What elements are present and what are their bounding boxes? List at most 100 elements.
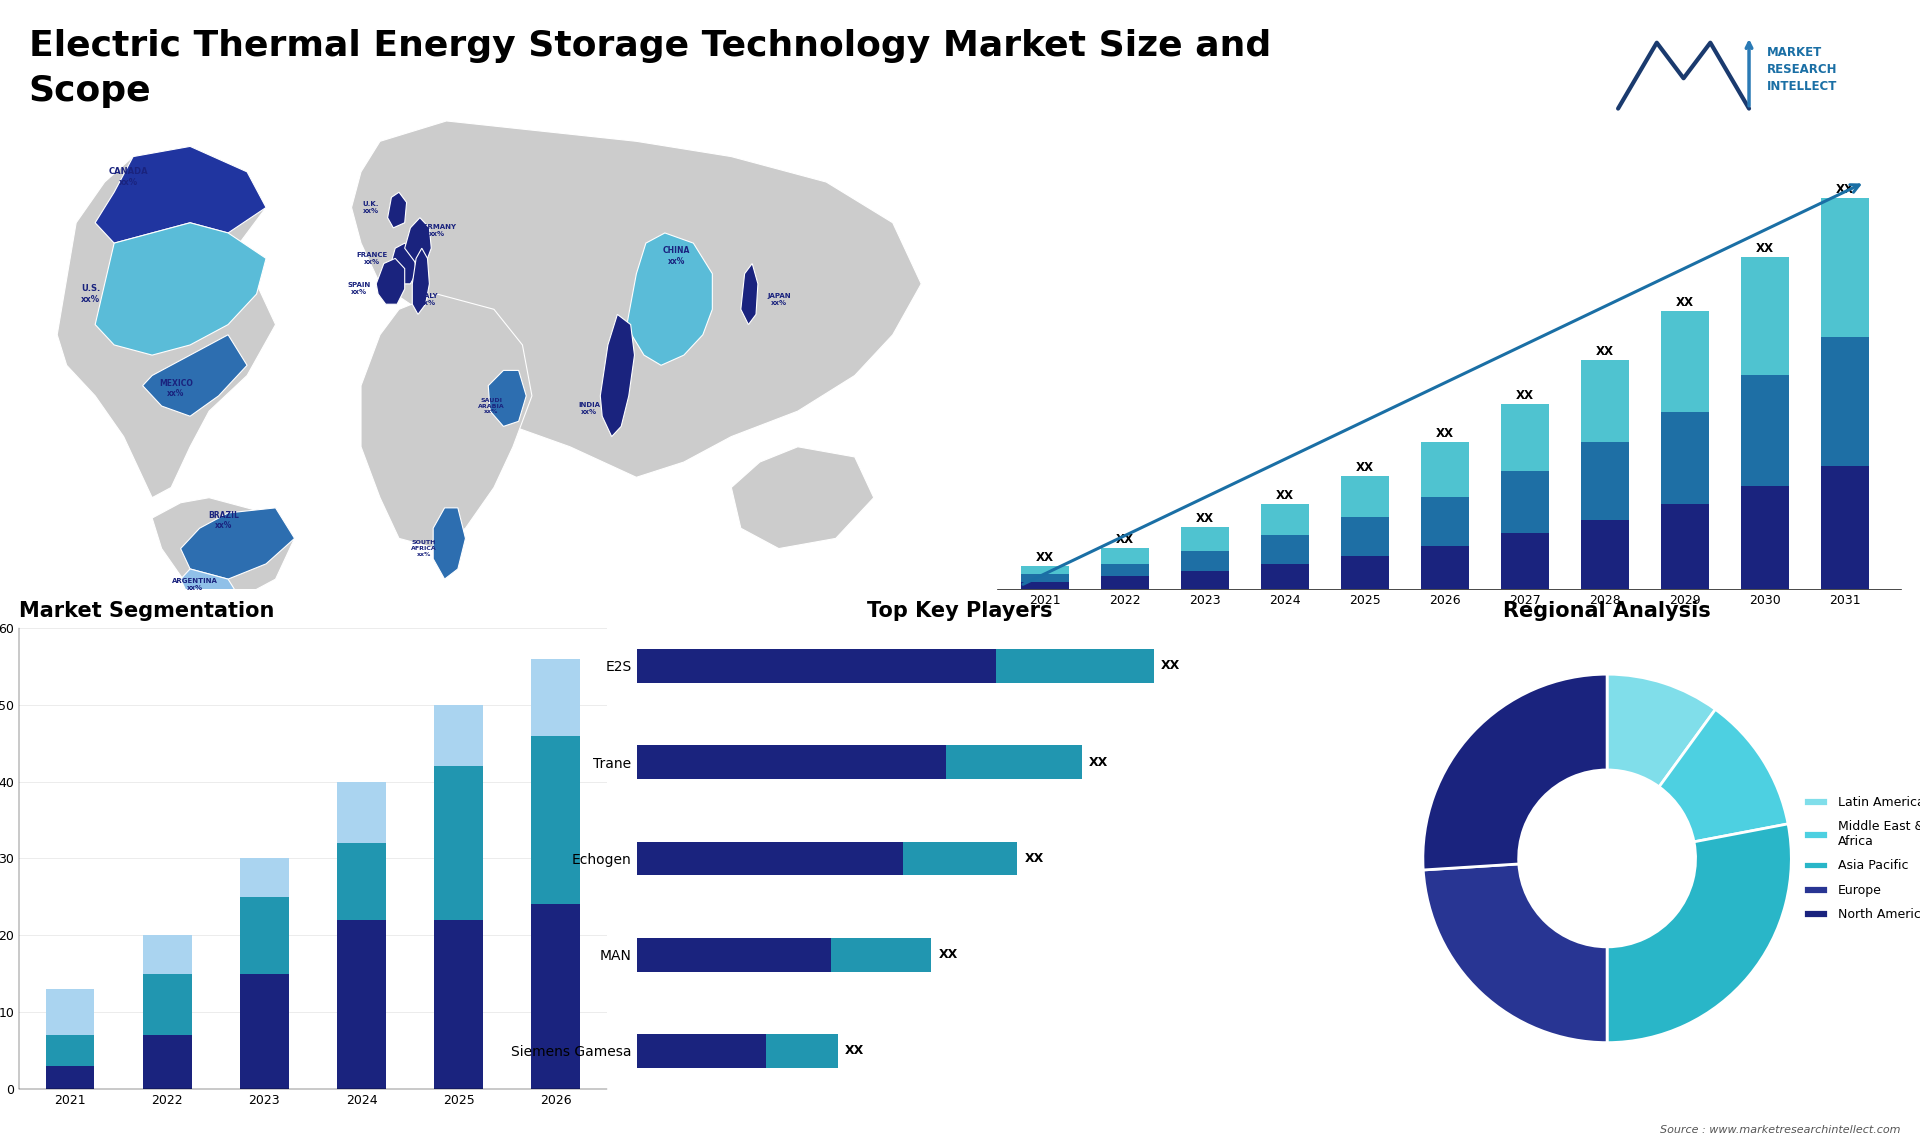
Bar — [1021, 581, 1069, 589]
Polygon shape — [180, 568, 238, 610]
Bar — [1820, 198, 1868, 337]
Text: XX: XX — [1836, 182, 1855, 196]
Polygon shape — [96, 222, 267, 355]
Bar — [532, 736, 580, 904]
Polygon shape — [628, 233, 712, 366]
Bar — [338, 920, 386, 1089]
Text: BRAZIL
xx%: BRAZIL xx% — [207, 511, 238, 531]
Bar — [637, 745, 947, 779]
Bar — [1261, 564, 1309, 589]
Bar — [1421, 545, 1469, 589]
Bar — [1741, 376, 1789, 486]
Polygon shape — [376, 258, 405, 304]
Bar — [902, 841, 1018, 876]
Bar — [1741, 257, 1789, 376]
Bar — [1340, 517, 1388, 556]
Text: MARKET
RESEARCH
INTELLECT: MARKET RESEARCH INTELLECT — [1766, 46, 1837, 93]
Wedge shape — [1423, 864, 1607, 1043]
Bar — [1421, 496, 1469, 545]
Bar — [1820, 337, 1868, 465]
Polygon shape — [434, 508, 465, 579]
Text: XX: XX — [845, 1044, 864, 1058]
Bar — [1181, 527, 1229, 551]
Bar — [434, 705, 482, 767]
Text: XX: XX — [1089, 755, 1108, 769]
Wedge shape — [1659, 709, 1788, 842]
Title: Regional Analysis: Regional Analysis — [1503, 601, 1711, 621]
Text: FRANCE
xx%: FRANCE xx% — [357, 252, 388, 265]
Bar — [637, 1034, 766, 1068]
Bar — [1181, 571, 1229, 589]
Text: XX: XX — [1162, 659, 1181, 673]
Bar — [766, 1034, 837, 1068]
Text: SPAIN
xx%: SPAIN xx% — [348, 282, 371, 296]
Wedge shape — [1607, 824, 1791, 1043]
Polygon shape — [413, 249, 430, 314]
Text: XX: XX — [1515, 388, 1534, 402]
Bar — [142, 1035, 192, 1089]
Bar — [1501, 403, 1549, 471]
Text: XX: XX — [1676, 296, 1693, 309]
Polygon shape — [96, 147, 267, 243]
Wedge shape — [1607, 674, 1715, 787]
Text: GERMANY
xx%: GERMANY xx% — [417, 223, 457, 237]
Bar — [434, 767, 482, 920]
Bar — [1661, 411, 1709, 504]
Bar — [338, 843, 386, 920]
Bar — [947, 745, 1083, 779]
Text: INDIA
xx%: INDIA xx% — [578, 402, 599, 415]
Text: ARGENTINA
xx%: ARGENTINA xx% — [173, 578, 217, 590]
Bar — [1100, 564, 1148, 576]
Bar — [637, 937, 831, 972]
Bar — [996, 649, 1154, 683]
Text: XX: XX — [1356, 461, 1373, 474]
Bar — [1501, 471, 1549, 533]
Text: CANADA
xx%: CANADA xx% — [109, 167, 148, 187]
Text: XX: XX — [939, 948, 958, 961]
Text: U.K.
xx%: U.K. xx% — [363, 201, 378, 214]
Bar — [1580, 360, 1628, 442]
Bar — [1261, 535, 1309, 564]
Text: Source : www.marketresearchintellect.com: Source : www.marketresearchintellect.com — [1661, 1124, 1901, 1135]
Bar — [240, 897, 288, 974]
Bar — [1021, 574, 1069, 581]
Bar — [240, 974, 288, 1089]
Polygon shape — [142, 335, 248, 416]
Text: SAUDI
ARABIA
xx%: SAUDI ARABIA xx% — [478, 398, 505, 415]
Text: XX: XX — [1196, 512, 1213, 525]
Bar — [1580, 442, 1628, 520]
Text: XX: XX — [1436, 427, 1453, 440]
Bar — [1100, 576, 1148, 589]
Text: Scope: Scope — [29, 74, 152, 109]
Bar — [1820, 465, 1868, 589]
Legend: Type, Application, Geography: Type, Application, Geography — [643, 658, 743, 731]
Bar — [637, 649, 996, 683]
Text: Electric Thermal Energy Storage Technology Market Size and: Electric Thermal Energy Storage Technolo… — [29, 29, 1271, 63]
Polygon shape — [488, 370, 526, 426]
Bar — [1181, 551, 1229, 571]
Text: ITALY
xx%: ITALY xx% — [417, 292, 438, 306]
Text: XX: XX — [1755, 242, 1774, 254]
Polygon shape — [601, 314, 634, 437]
Text: CHINA
xx%: CHINA xx% — [662, 246, 689, 266]
Title: Top Key Players: Top Key Players — [868, 601, 1052, 621]
Bar — [1580, 520, 1628, 589]
Text: U.S.
xx%: U.S. xx% — [81, 284, 100, 304]
Text: XX: XX — [1035, 551, 1054, 564]
Legend: Latin America, Middle East &
Africa, Asia Pacific, Europe, North America: Latin America, Middle East & Africa, Asi… — [1797, 791, 1920, 926]
Text: Market Segmentation: Market Segmentation — [19, 601, 275, 621]
Text: XX: XX — [1116, 533, 1133, 545]
Polygon shape — [180, 508, 294, 579]
Polygon shape — [732, 447, 874, 549]
Bar — [637, 841, 902, 876]
Polygon shape — [58, 147, 276, 497]
Bar — [142, 935, 192, 974]
Bar — [1100, 548, 1148, 564]
Polygon shape — [351, 121, 922, 477]
Text: XX: XX — [1275, 489, 1294, 502]
Polygon shape — [405, 218, 432, 264]
Text: JAPAN
xx%: JAPAN xx% — [766, 292, 791, 306]
Bar — [338, 782, 386, 843]
Polygon shape — [390, 243, 417, 284]
Bar — [532, 659, 580, 736]
